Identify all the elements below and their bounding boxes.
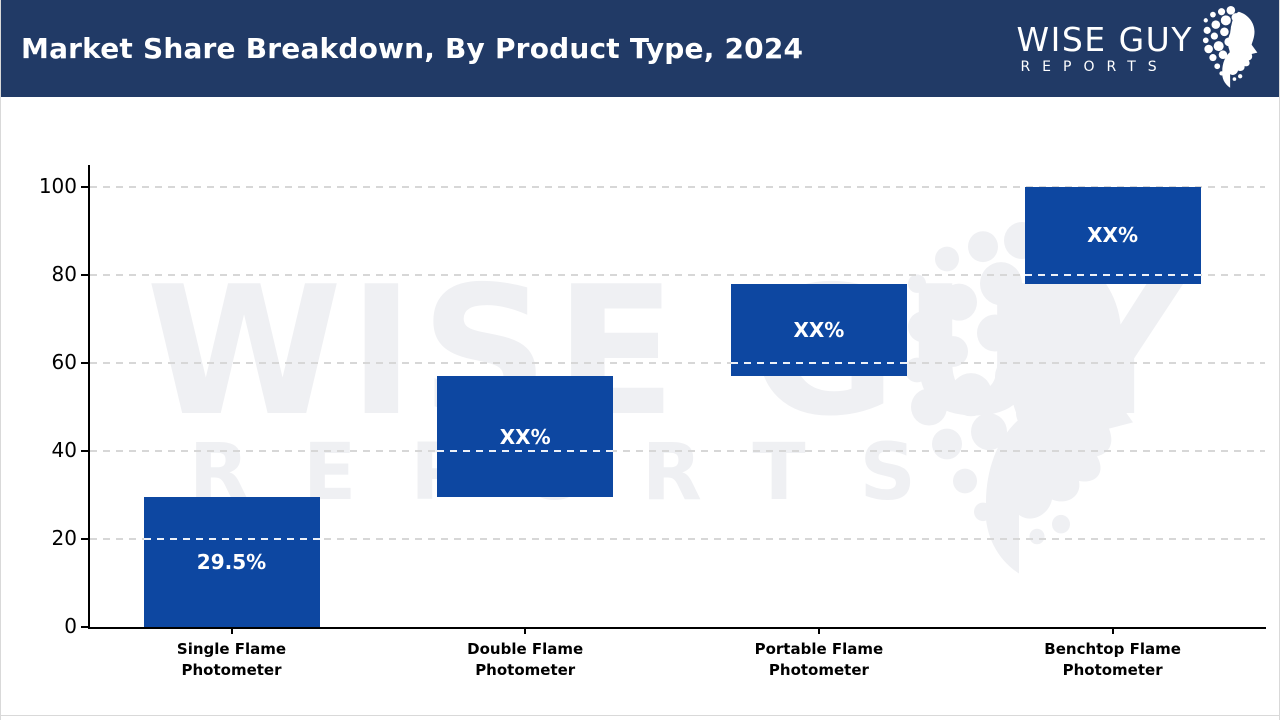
y-tick-mark bbox=[81, 450, 89, 452]
x-tick-label: Benchtop Flame Photometer bbox=[1044, 640, 1181, 679]
bar: XX% bbox=[437, 376, 614, 498]
gridline-over-bar bbox=[1024, 274, 1201, 276]
bar-value-label: XX% bbox=[1087, 223, 1139, 248]
gridline bbox=[90, 274, 1265, 276]
y-tick-label: 0 bbox=[64, 614, 77, 638]
x-tick-label: Single Flame Photometer bbox=[176, 640, 287, 679]
y-tick-label: 20 bbox=[51, 526, 77, 550]
gridline-over-bar bbox=[437, 450, 614, 452]
y-axis bbox=[88, 165, 90, 629]
y-tick-label: 80 bbox=[51, 262, 77, 286]
gridline-over-bar bbox=[143, 538, 320, 540]
bar-value-label: XX% bbox=[793, 317, 845, 342]
x-tick-mark bbox=[524, 627, 527, 634]
logo-head-icon bbox=[1202, 6, 1258, 88]
logo-wordmark: WISE GUY bbox=[1016, 20, 1193, 59]
bar-value-label: 29.5% bbox=[196, 550, 267, 575]
header-bar: Market Share Breakdown, By Product Type,… bbox=[1, 0, 1279, 97]
x-axis bbox=[88, 627, 1266, 629]
wise-guy-logo: WISE GUY REPORTS bbox=[1016, 6, 1269, 92]
logo-subtext: REPORTS bbox=[1020, 59, 1169, 75]
y-tick-mark bbox=[81, 626, 89, 628]
y-tick-mark bbox=[81, 274, 89, 276]
logo-text: WISE GUY REPORTS bbox=[1016, 22, 1193, 76]
bar-value-label: XX% bbox=[499, 424, 551, 449]
gridline bbox=[90, 362, 1265, 364]
chart-title: Market Share Breakdown, By Product Type,… bbox=[21, 32, 804, 65]
frame-bottom-line bbox=[1, 715, 1279, 716]
bar: XX% bbox=[1024, 187, 1201, 284]
x-tick-label: Double Flame Photometer bbox=[467, 640, 584, 679]
x-tick-label: Portable Flame Photometer bbox=[754, 640, 884, 679]
gridline-over-bar bbox=[730, 362, 907, 364]
y-tick-mark bbox=[81, 538, 89, 540]
x-tick-mark bbox=[1111, 627, 1114, 634]
bar: XX% bbox=[730, 283, 907, 377]
gridline bbox=[90, 538, 1265, 540]
y-tick-mark bbox=[81, 186, 89, 188]
y-tick-label: 100 bbox=[38, 174, 77, 198]
gridline bbox=[90, 186, 1265, 188]
x-tick-mark bbox=[817, 627, 820, 634]
x-tick-mark bbox=[230, 627, 233, 634]
y-tick-label: 40 bbox=[51, 438, 77, 462]
y-tick-label: 60 bbox=[51, 350, 77, 374]
bar: 29.5% bbox=[143, 497, 320, 627]
y-tick-mark bbox=[81, 362, 89, 364]
gridline bbox=[90, 450, 1265, 452]
